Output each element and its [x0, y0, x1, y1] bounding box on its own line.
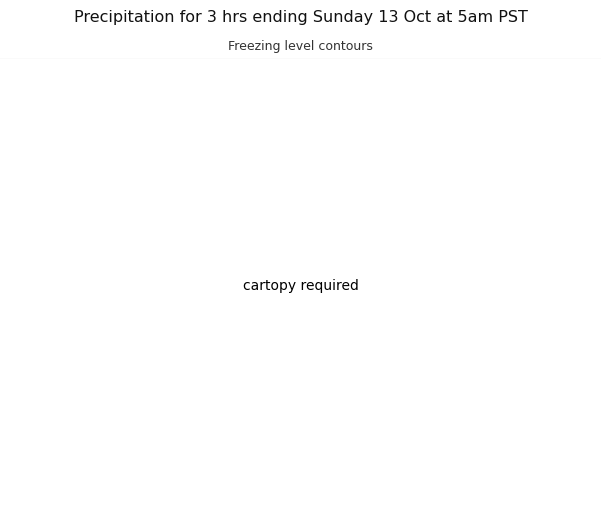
Text: cartopy required: cartopy required — [243, 279, 358, 293]
Text: Freezing level contours: Freezing level contours — [228, 40, 373, 52]
Text: Precipitation for 3 hrs ending Sunday 13 Oct at 5am PST: Precipitation for 3 hrs ending Sunday 13… — [73, 10, 528, 25]
